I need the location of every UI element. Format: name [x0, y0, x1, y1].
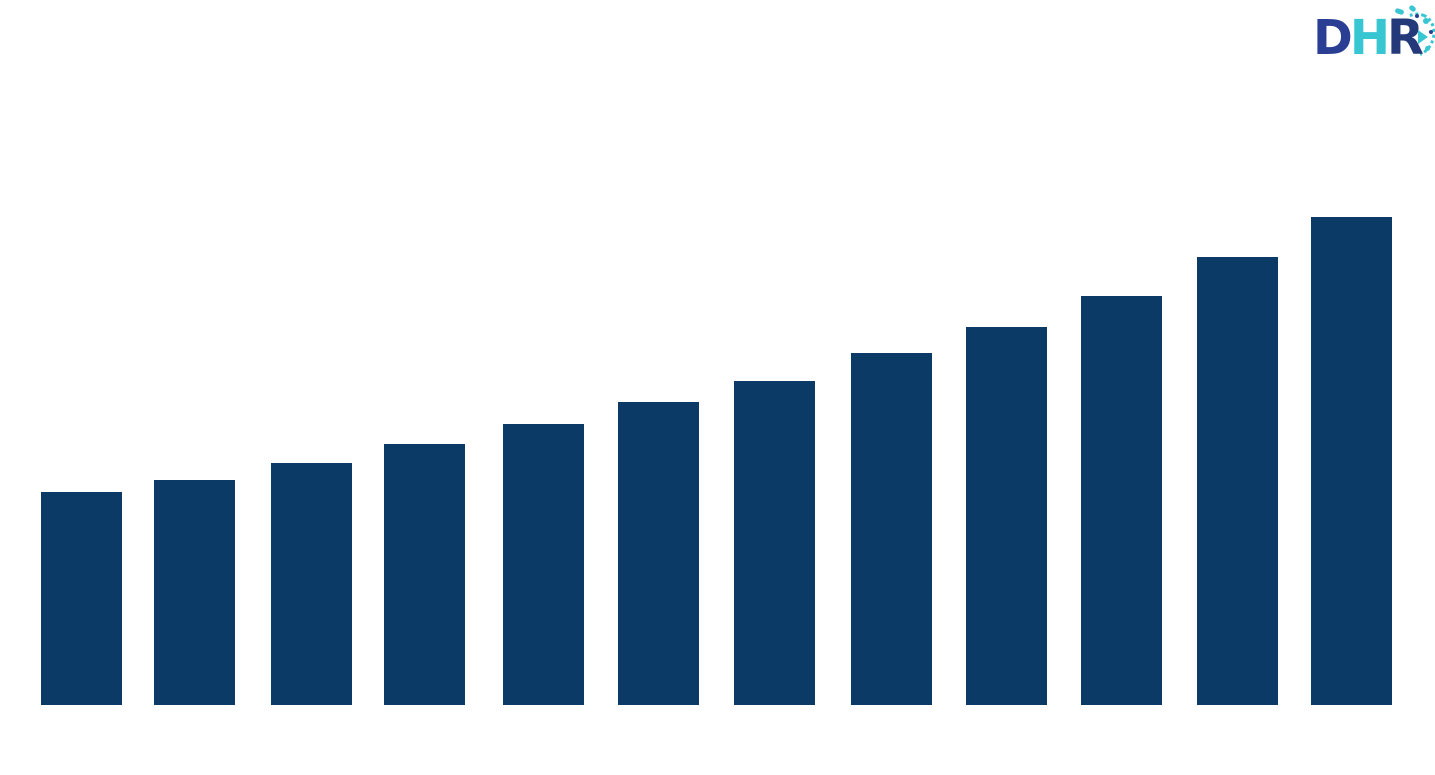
bar [499, 418, 596, 712]
bar [267, 457, 364, 712]
globe-dot-icon [1429, 30, 1433, 34]
logo-letter-d: D [1313, 10, 1353, 66]
bar [962, 321, 1059, 712]
logo-letter-h: H [1349, 10, 1390, 66]
bar [614, 396, 711, 712]
bar [150, 474, 247, 712]
bar [1193, 251, 1290, 712]
bar [847, 347, 944, 712]
bar [1077, 290, 1174, 712]
brand-logo: D H R [1313, 4, 1435, 66]
bar [37, 486, 134, 712]
bar [1307, 211, 1404, 712]
globe-dot-icon [1415, 14, 1419, 18]
logo-letter-r-group: R [1387, 4, 1435, 66]
logo-letter-r: R [1387, 10, 1424, 66]
globe-dot-icon [1423, 18, 1429, 24]
bar [380, 438, 477, 712]
globe-dot-icon [1425, 46, 1430, 51]
x-axis-line [16, 705, 1415, 712]
globe-arrow-icon [1418, 30, 1428, 44]
bar [730, 375, 827, 712]
